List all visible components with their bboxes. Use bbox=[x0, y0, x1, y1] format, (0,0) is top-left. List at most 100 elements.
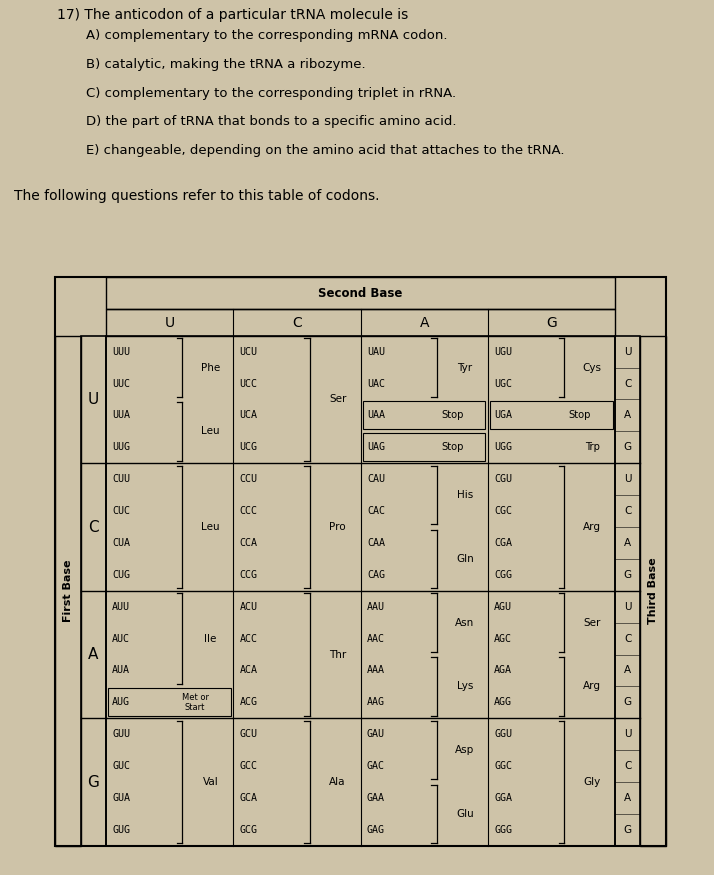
Text: CCA: CCA bbox=[240, 538, 258, 548]
Text: CCG: CCG bbox=[240, 570, 258, 580]
Text: CUA: CUA bbox=[112, 538, 130, 548]
Text: CAC: CAC bbox=[367, 506, 385, 516]
Text: Arg: Arg bbox=[583, 682, 601, 691]
Bar bbox=[106, 277, 615, 310]
Text: Tyr: Tyr bbox=[458, 362, 473, 373]
Bar bbox=[55, 336, 81, 846]
Text: GUG: GUG bbox=[112, 825, 130, 835]
Text: ACA: ACA bbox=[240, 666, 258, 676]
Text: GGA: GGA bbox=[494, 793, 512, 803]
Text: C: C bbox=[624, 634, 631, 644]
Text: AUU: AUU bbox=[112, 602, 130, 612]
Text: U: U bbox=[164, 316, 175, 330]
Text: U: U bbox=[624, 474, 631, 484]
Text: C: C bbox=[624, 379, 631, 388]
Text: UGA: UGA bbox=[494, 410, 512, 420]
Text: AAC: AAC bbox=[367, 634, 385, 644]
Text: UCA: UCA bbox=[240, 410, 258, 420]
Text: AAU: AAU bbox=[367, 602, 385, 612]
Text: CCU: CCU bbox=[240, 474, 258, 484]
Text: Stop: Stop bbox=[568, 410, 590, 420]
Text: CAU: CAU bbox=[367, 474, 385, 484]
Text: C: C bbox=[89, 520, 99, 535]
Text: UAU: UAU bbox=[367, 346, 385, 357]
Text: Leu: Leu bbox=[201, 522, 220, 532]
Text: Stop: Stop bbox=[441, 442, 463, 452]
Text: UUU: UUU bbox=[112, 346, 130, 357]
Text: UAG: UAG bbox=[367, 442, 385, 452]
Text: GUC: GUC bbox=[112, 761, 130, 771]
Text: Second Base: Second Base bbox=[318, 287, 403, 300]
Text: Pro: Pro bbox=[329, 522, 346, 532]
Text: Glu: Glu bbox=[456, 808, 474, 819]
Text: U: U bbox=[88, 392, 99, 407]
Text: CUC: CUC bbox=[112, 506, 130, 516]
Text: G: G bbox=[623, 825, 632, 835]
Text: GAG: GAG bbox=[367, 825, 385, 835]
Text: ACC: ACC bbox=[240, 634, 258, 644]
Text: A: A bbox=[420, 316, 429, 330]
Text: G: G bbox=[88, 774, 99, 789]
Text: Stop: Stop bbox=[441, 410, 463, 420]
Text: First Base: First Base bbox=[63, 559, 74, 622]
Text: GCA: GCA bbox=[240, 793, 258, 803]
Text: AUG: AUG bbox=[112, 697, 130, 707]
Text: Trp: Trp bbox=[585, 442, 600, 452]
Text: AGC: AGC bbox=[494, 634, 512, 644]
Text: AGG: AGG bbox=[494, 697, 512, 707]
Text: CAG: CAG bbox=[367, 570, 385, 580]
Text: UAC: UAC bbox=[367, 379, 385, 388]
Text: U: U bbox=[624, 602, 631, 612]
Text: Asp: Asp bbox=[456, 746, 475, 755]
Text: UUG: UUG bbox=[112, 442, 130, 452]
Text: GAA: GAA bbox=[367, 793, 385, 803]
Text: C) complementary to the corresponding triplet in rRNA.: C) complementary to the corresponding tr… bbox=[86, 87, 456, 100]
Text: AUA: AUA bbox=[112, 666, 130, 676]
Text: A) complementary to the corresponding mRNA codon.: A) complementary to the corresponding mR… bbox=[86, 29, 447, 42]
Text: C: C bbox=[292, 316, 302, 330]
Text: GGU: GGU bbox=[494, 729, 512, 739]
Text: UCC: UCC bbox=[240, 379, 258, 388]
Text: UGC: UGC bbox=[494, 379, 512, 388]
Text: CUU: CUU bbox=[112, 474, 130, 484]
Text: The following questions refer to this table of codons.: The following questions refer to this ta… bbox=[14, 189, 380, 203]
Text: GGG: GGG bbox=[494, 825, 512, 835]
Bar bbox=[363, 402, 486, 430]
Text: His: His bbox=[457, 490, 473, 500]
Text: A: A bbox=[89, 647, 99, 662]
Text: Leu: Leu bbox=[201, 426, 220, 437]
Text: Ile: Ile bbox=[204, 634, 216, 644]
Text: Met or
Start: Met or Start bbox=[181, 693, 208, 712]
Text: C: C bbox=[624, 761, 631, 771]
Text: Ser: Ser bbox=[329, 395, 346, 404]
Text: CUG: CUG bbox=[112, 570, 130, 580]
Text: G: G bbox=[623, 697, 632, 707]
Bar bbox=[81, 336, 106, 846]
Text: B) catalytic, making the tRNA a ribozyme.: B) catalytic, making the tRNA a ribozyme… bbox=[86, 58, 366, 71]
Text: Ala: Ala bbox=[329, 777, 346, 787]
Text: ACG: ACG bbox=[240, 697, 258, 707]
Bar bbox=[363, 433, 486, 461]
Text: 17) The anticodon of a particular tRNA molecule is: 17) The anticodon of a particular tRNA m… bbox=[57, 8, 408, 22]
Text: UGU: UGU bbox=[494, 346, 512, 357]
Text: A: A bbox=[624, 538, 631, 548]
Text: Val: Val bbox=[203, 777, 218, 787]
Text: UUA: UUA bbox=[112, 410, 130, 420]
Text: AAA: AAA bbox=[367, 666, 385, 676]
Bar bbox=[106, 310, 615, 336]
Text: C: C bbox=[624, 506, 631, 516]
Text: GAU: GAU bbox=[367, 729, 385, 739]
Text: G: G bbox=[546, 316, 557, 330]
Text: GCC: GCC bbox=[240, 761, 258, 771]
Text: GCG: GCG bbox=[240, 825, 258, 835]
Text: Ser: Ser bbox=[583, 618, 601, 627]
Text: U: U bbox=[624, 729, 631, 739]
Text: GAC: GAC bbox=[367, 761, 385, 771]
Text: GGC: GGC bbox=[494, 761, 512, 771]
Text: GUA: GUA bbox=[112, 793, 130, 803]
Text: CGU: CGU bbox=[494, 474, 512, 484]
Text: UCG: UCG bbox=[240, 442, 258, 452]
Text: CGC: CGC bbox=[494, 506, 512, 516]
Text: Arg: Arg bbox=[583, 522, 601, 532]
Text: AGA: AGA bbox=[494, 666, 512, 676]
